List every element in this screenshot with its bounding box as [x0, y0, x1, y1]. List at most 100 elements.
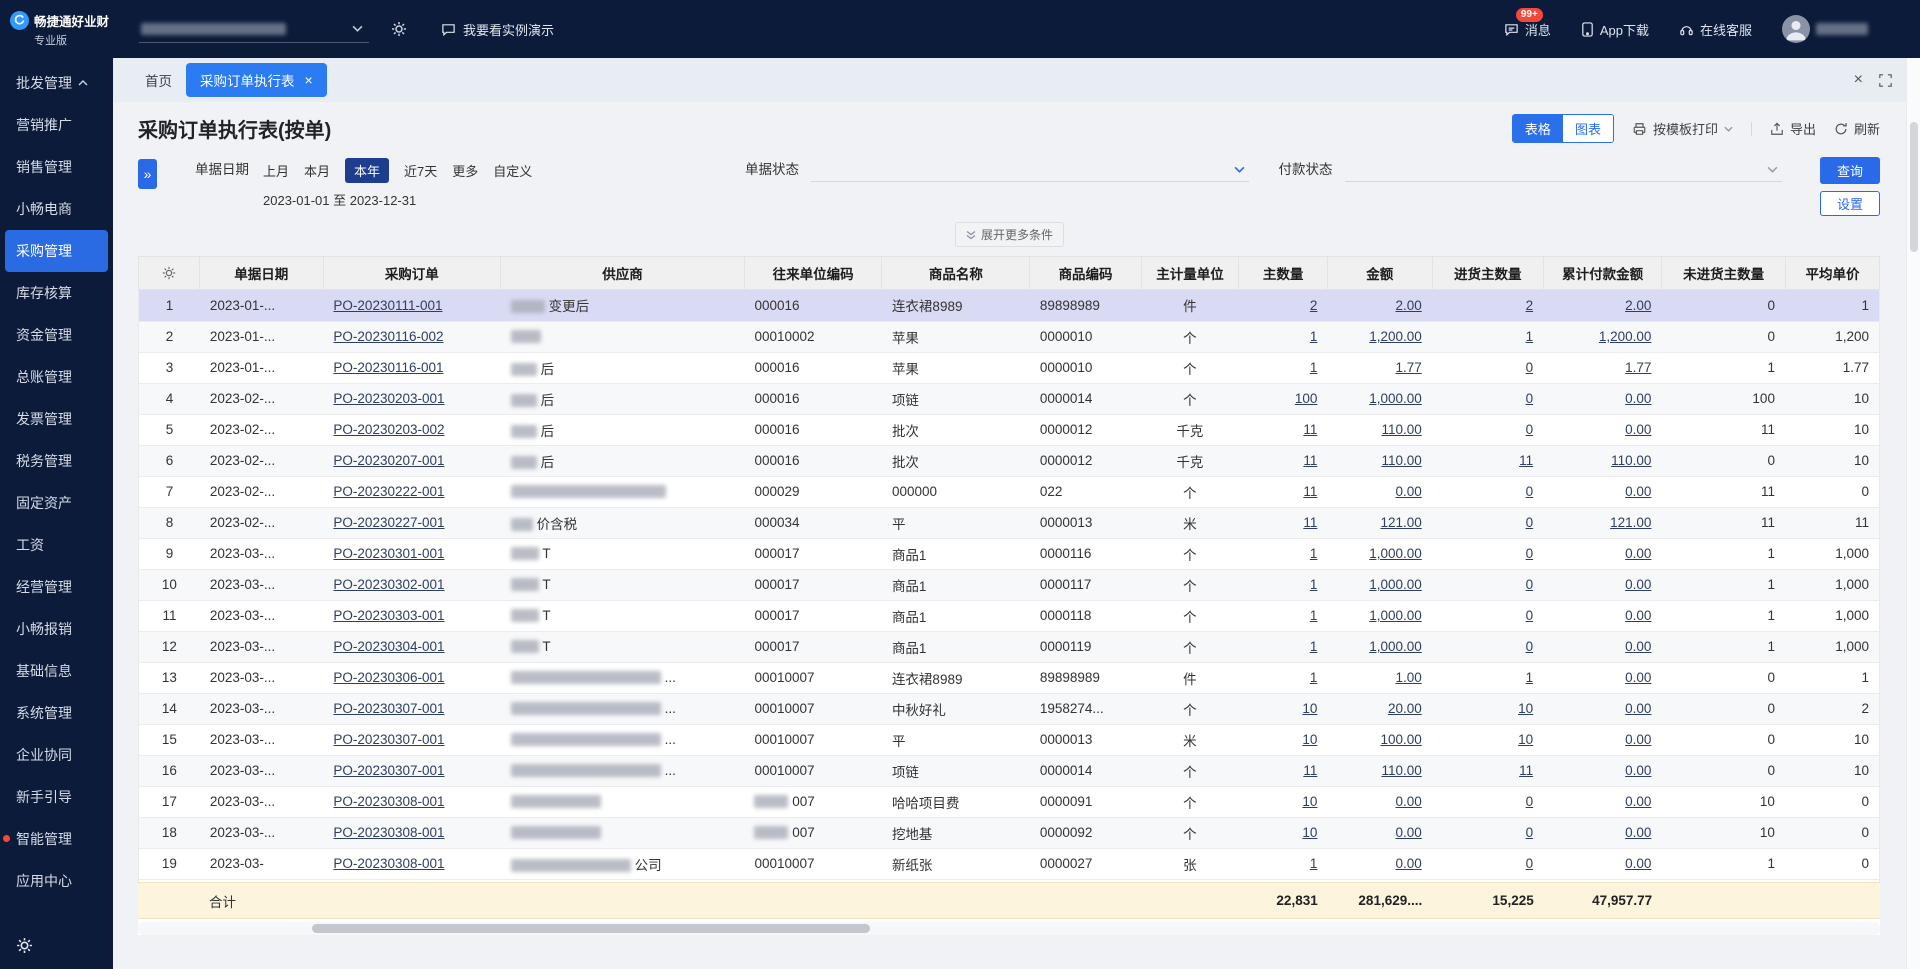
in_qty-link[interactable]: 0 — [1525, 484, 1534, 499]
qty-link[interactable]: 1 — [1309, 670, 1318, 685]
sidebar-gear-icon[interactable] — [16, 937, 33, 954]
demo-link[interactable]: 我要看实例演示 — [441, 20, 554, 39]
qty-link[interactable]: 11 — [1303, 515, 1318, 530]
po-link[interactable]: PO-20230203-001 — [333, 391, 445, 406]
sidebar-item-ecommerce[interactable]: 小畅电商 — [5, 188, 108, 230]
table-row[interactable]: 13 2023-03-... PO-20230306-001 ... 00010007… — [139, 662, 1879, 694]
column-header-11[interactable]: 未进货主数量 — [1661, 256, 1786, 290]
in_qty-link[interactable]: 10 — [1518, 701, 1534, 716]
column-header-5[interactable]: 商品编码 — [1029, 256, 1142, 290]
column-header-0[interactable]: 单据日期 — [198, 256, 324, 290]
table-row[interactable]: 8 2023-02-... PO-20230227-001 价含税 000034 平 00… — [139, 507, 1879, 539]
in_qty-link[interactable]: 0 — [1525, 515, 1534, 530]
amount-link[interactable]: 0.00 — [1395, 856, 1422, 871]
amount-link[interactable]: 110.00 — [1381, 422, 1422, 437]
qty-link[interactable]: 1 — [1309, 329, 1318, 344]
qty-link[interactable]: 10 — [1302, 732, 1318, 747]
paid-link[interactable]: 1,200.00 — [1598, 329, 1652, 344]
paid-link[interactable]: 0.00 — [1625, 484, 1652, 499]
amount-link[interactable]: 20.00 — [1387, 701, 1422, 716]
column-settings-gear-icon[interactable] — [138, 256, 200, 290]
amount-link[interactable]: 0.00 — [1395, 794, 1422, 809]
column-header-1[interactable]: 采购订单 — [322, 256, 502, 290]
qty-link[interactable]: 1 — [1309, 546, 1318, 561]
in_qty-link[interactable]: 11 — [1519, 453, 1534, 468]
po-link[interactable]: PO-20230302-001 — [333, 577, 445, 592]
paid-link[interactable]: 0.00 — [1625, 546, 1652, 561]
qty-link[interactable]: 1 — [1309, 577, 1318, 592]
amount-link[interactable]: 1.77 — [1395, 360, 1422, 375]
sidebar-item-payroll[interactable]: 工资 — [5, 524, 108, 566]
amount-link[interactable]: 110.00 — [1381, 763, 1422, 778]
po-link[interactable]: PO-20230116-002 — [333, 329, 444, 344]
in_qty-link[interactable]: 2 — [1525, 297, 1534, 313]
pay-status-select[interactable] — [1344, 157, 1782, 182]
column-header-9[interactable]: 进货主数量 — [1431, 256, 1544, 290]
in_qty-link[interactable]: 0 — [1525, 639, 1534, 654]
in_qty-link[interactable]: 0 — [1525, 825, 1534, 840]
sidebar-item-beginner-guide[interactable]: 新手引导 — [5, 776, 108, 818]
in_qty-link[interactable]: 1 — [1525, 670, 1534, 685]
qty-link[interactable]: 100 — [1294, 391, 1318, 406]
company-selector[interactable] — [139, 15, 369, 43]
amount-link[interactable]: 1,000.00 — [1369, 639, 1422, 654]
paid-link[interactable]: 0.00 — [1625, 794, 1652, 809]
qty-link[interactable]: 11 — [1303, 422, 1318, 437]
in_qty-link[interactable]: 0 — [1525, 794, 1534, 809]
paid-link[interactable]: 0.00 — [1625, 422, 1652, 437]
po-link[interactable]: PO-20230227-001 — [333, 515, 445, 530]
table-row[interactable]: 17 2023-03-... PO-20230308-001 007 哈哈项目费 000… — [139, 786, 1879, 818]
date-range-value[interactable]: 2023-01-01 至 2023-12-31 — [263, 193, 417, 208]
amount-link[interactable]: 1,000.00 — [1369, 391, 1422, 406]
topbar-gear-icon[interactable] — [391, 21, 407, 37]
table-row[interactable]: 6 2023-02-... PO-20230207-001 后 000016 批次 000… — [139, 445, 1879, 477]
po-link[interactable]: PO-20230116-001 — [333, 360, 444, 375]
in_qty-link[interactable]: 0 — [1525, 856, 1534, 871]
table-row[interactable]: 19 2023-03- PO-20230308-001 公司 00010007 新纸张 0… — [139, 848, 1879, 880]
vertical-scrollbar[interactable] — [1906, 58, 1920, 969]
sidebar-item-marketing[interactable]: 营销推广 — [5, 104, 108, 146]
po-link[interactable]: PO-20230111-001 — [333, 297, 443, 313]
qty-link[interactable]: 11 — [1303, 763, 1318, 778]
close-all-tabs-icon[interactable]: × — [1853, 71, 1863, 88]
sidebar-item-base-info[interactable]: 基础信息 — [5, 650, 108, 692]
column-header-6[interactable]: 主计量单位 — [1140, 256, 1240, 290]
date-option-2[interactable]: 本年 — [345, 157, 390, 183]
po-link[interactable]: PO-20230308-001 — [333, 856, 445, 871]
tab-purchase-order-report[interactable]: 采购订单执行表 × — [186, 63, 327, 97]
qty-link[interactable]: 10 — [1302, 701, 1318, 716]
sidebar-item-collaboration[interactable]: 企业协同 — [5, 734, 108, 776]
date-option-4[interactable]: 更多 — [452, 163, 479, 179]
amount-link[interactable]: 1,000.00 — [1369, 577, 1422, 592]
sidebar-item-inventory-accounting[interactable]: 库存核算 — [5, 272, 108, 314]
table-row[interactable]: 1 2023-01-... PO-20230111-001 变更后 000016 连衣裙… — [139, 290, 1879, 322]
table-row[interactable]: 4 2023-02-... PO-20230203-001 后 000016 项链 000… — [139, 383, 1879, 415]
po-link[interactable]: PO-20230303-001 — [333, 608, 445, 623]
paid-link[interactable]: 0.00 — [1625, 639, 1652, 654]
amount-link[interactable]: 1,200.00 — [1369, 329, 1422, 344]
paid-link[interactable]: 1.77 — [1625, 360, 1652, 375]
amount-link[interactable]: 0.00 — [1395, 484, 1422, 499]
vertical-scrollbar-thumb[interactable] — [1910, 122, 1918, 252]
view-chart-button[interactable]: 图表 — [1562, 115, 1613, 142]
table-row[interactable]: 12 2023-03-... PO-20230304-001 T 000017 商品1 0… — [139, 631, 1879, 663]
sidebar-item-system[interactable]: 系统管理 — [5, 692, 108, 734]
column-header-3[interactable]: 往来单位编码 — [743, 256, 883, 290]
sidebar-item-expense[interactable]: 小畅报销 — [5, 608, 108, 650]
amount-link[interactable]: 2.00 — [1395, 297, 1422, 313]
paid-link[interactable]: 0.00 — [1625, 732, 1652, 747]
column-header-8[interactable]: 金额 — [1327, 256, 1433, 290]
sidebar-item-wholesale[interactable]: 批发管理 — [5, 62, 108, 104]
po-link[interactable]: PO-20230308-001 — [333, 825, 445, 840]
column-header-7[interactable]: 主数量 — [1238, 256, 1329, 290]
export-button[interactable]: 导出 — [1770, 119, 1816, 138]
in_qty-link[interactable]: 0 — [1525, 360, 1534, 375]
amount-link[interactable]: 1,000.00 — [1369, 546, 1422, 561]
amount-link[interactable]: 1,000.00 — [1369, 608, 1422, 623]
sidebar-item-fixed-assets[interactable]: 固定资产 — [5, 482, 108, 524]
sidebar-item-smart[interactable]: 智能管理 — [3, 818, 108, 860]
sidebar-item-general-ledger[interactable]: 总账管理 — [5, 356, 108, 398]
po-link[interactable]: PO-20230203-002 — [333, 422, 445, 437]
qty-link[interactable]: 11 — [1303, 453, 1318, 468]
table-row[interactable]: 16 2023-03-... PO-20230307-001 ... 00010007… — [139, 755, 1879, 787]
